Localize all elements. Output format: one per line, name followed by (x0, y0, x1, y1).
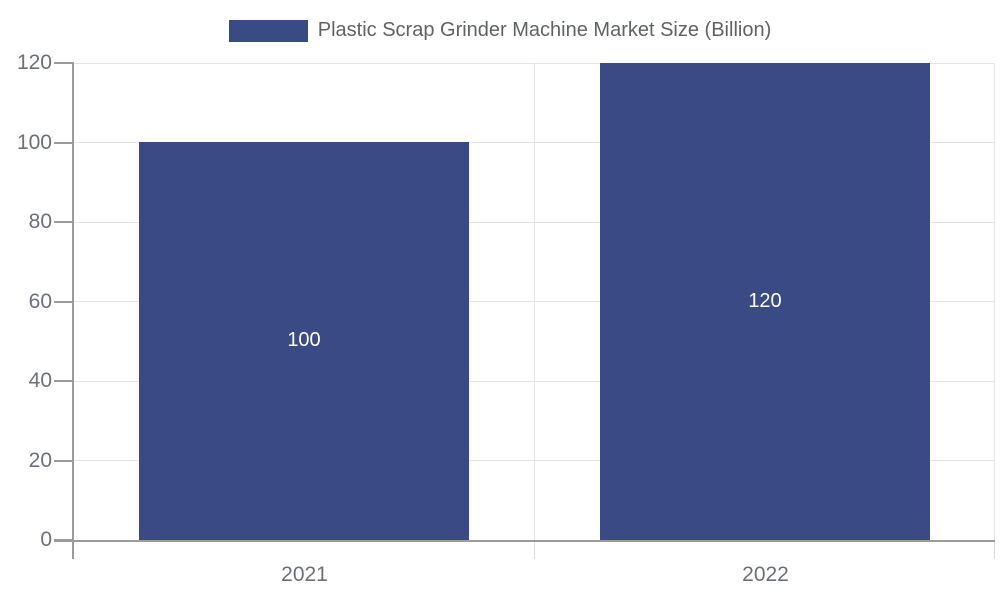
y-axis-tick-label: 100 (16, 130, 52, 154)
chart-legend[interactable]: Plastic Scrap Grinder Machine Market Siz… (0, 19, 1000, 42)
y-axis-tick (54, 300, 74, 303)
bar-2022[interactable]: 120 (600, 63, 930, 540)
x-axis-tick-label: 2021 (281, 563, 328, 586)
y-axis-tick-label: 20 (28, 448, 52, 472)
legend-swatch-icon (228, 19, 308, 42)
bar-value-label: 100 (287, 329, 321, 351)
y-axis-line (72, 63, 74, 559)
y-axis-tick-label: 60 (28, 289, 52, 313)
x-axis-tick (534, 540, 535, 559)
category-splitline (534, 63, 535, 540)
y-axis-tick-label: 120 (16, 51, 52, 74)
category-splitline (994, 63, 995, 540)
bar-2021[interactable]: 100 (139, 142, 469, 540)
legend-label: Plastic Scrap Grinder Machine Market Siz… (317, 19, 772, 41)
y-axis-tick-label: 0 (40, 528, 52, 551)
x-axis-line (54, 540, 995, 542)
y-axis-tick-label: 80 (28, 210, 52, 233)
bar-value-label: 120 (748, 290, 782, 312)
y-axis-tick (54, 141, 74, 144)
x-axis-tick (994, 540, 995, 559)
y-axis-tick (54, 539, 74, 541)
y-axis-tick (54, 459, 74, 462)
y-axis-tick-label: 40 (28, 369, 52, 392)
x-axis-tick-label: 2022 (742, 563, 789, 586)
plot-area: 0 20 40 60 80 100 120 100 120 2021 2022 (17, 51, 995, 586)
y-axis-tick (54, 62, 74, 64)
y-axis-tick (54, 380, 74, 382)
y-axis-tick (54, 221, 74, 223)
